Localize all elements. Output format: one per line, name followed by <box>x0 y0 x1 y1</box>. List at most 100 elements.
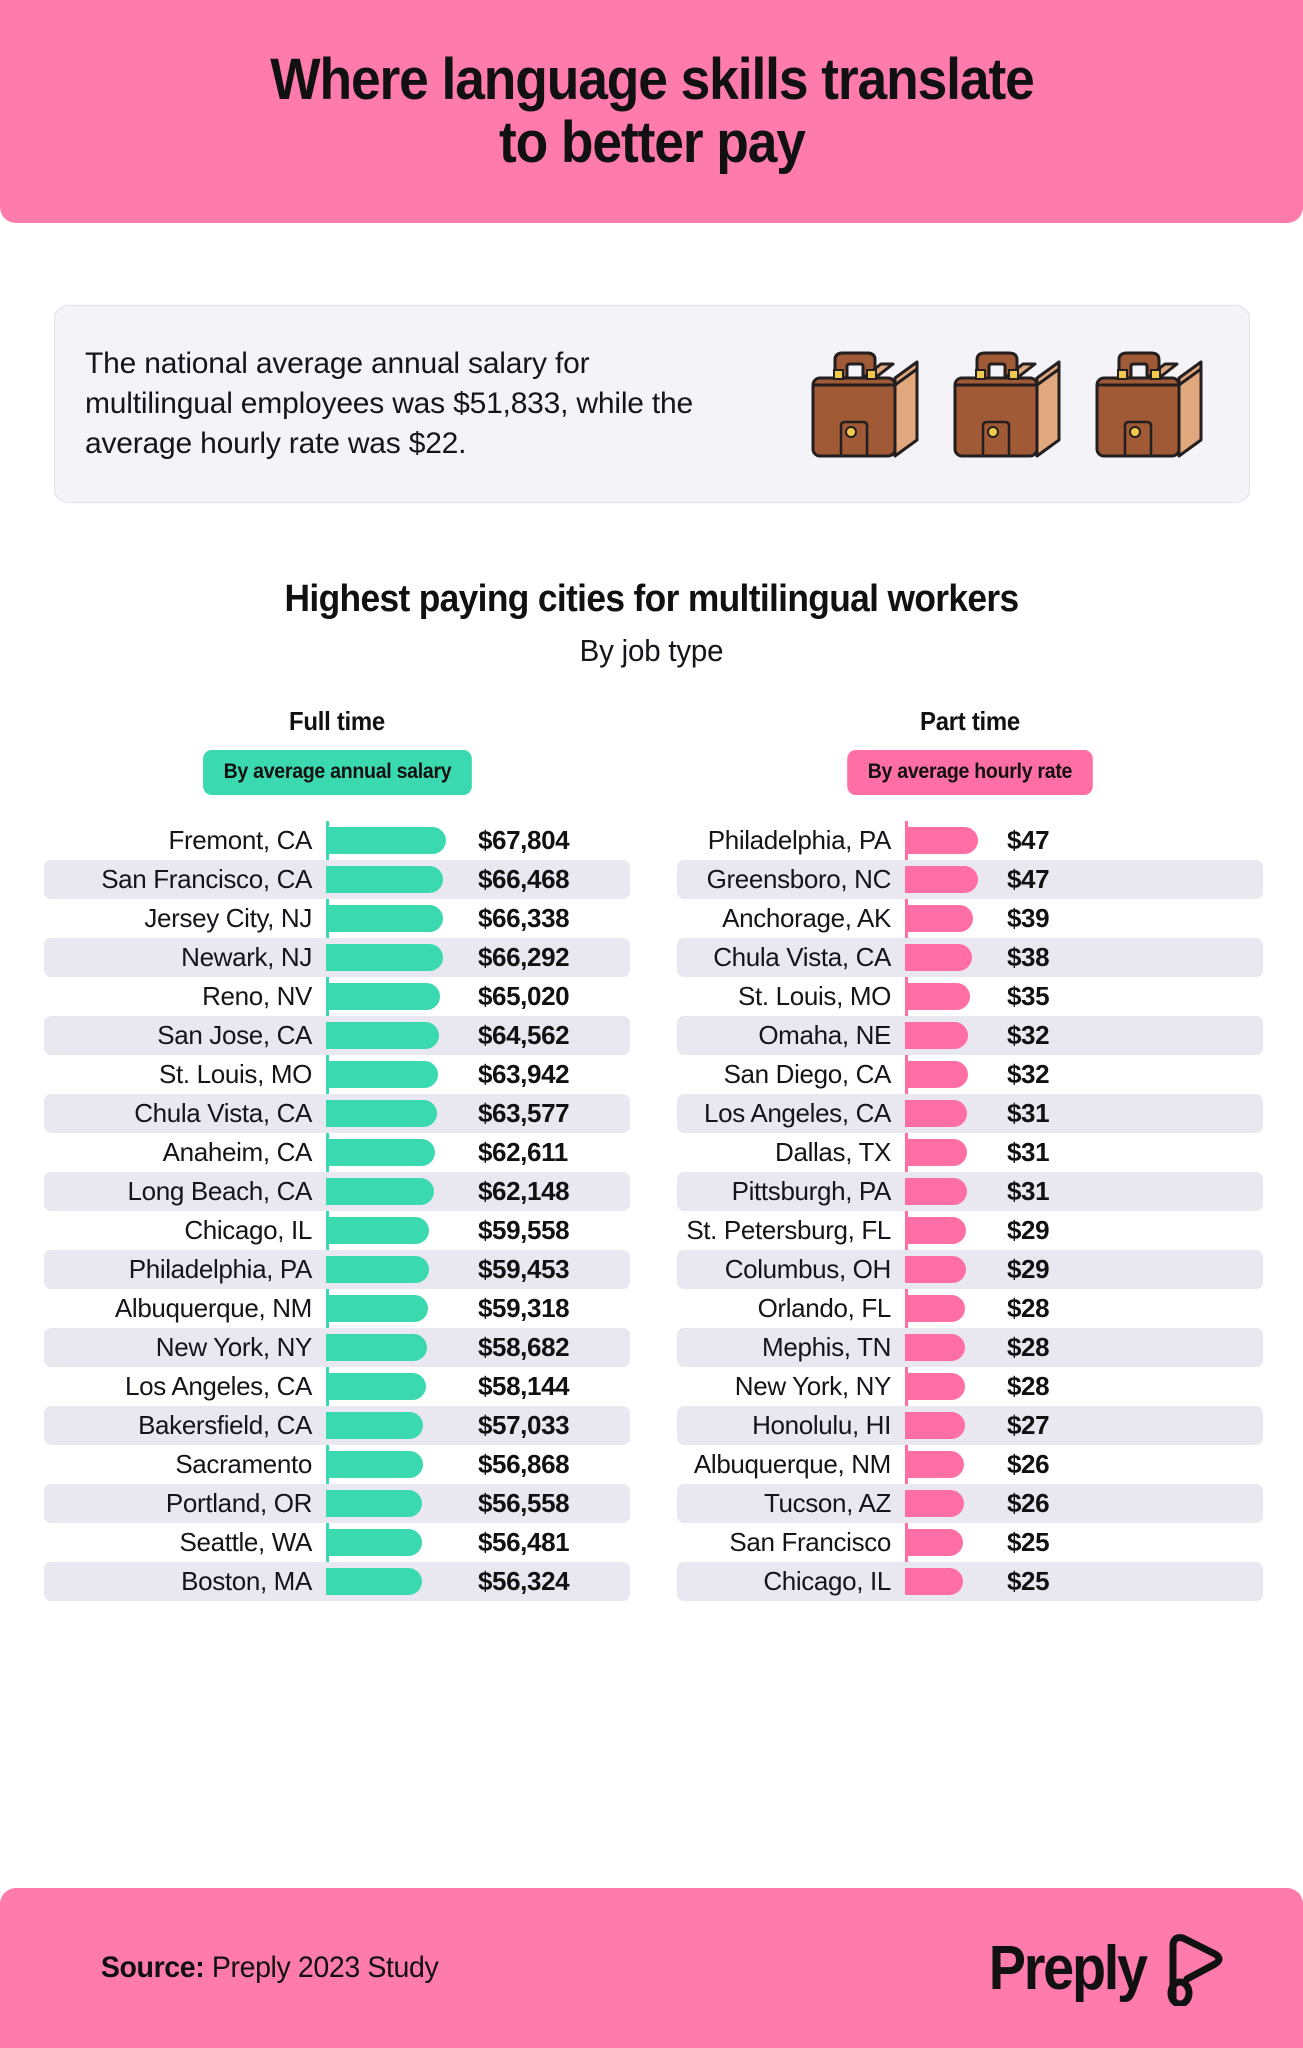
value-label: $62,148 <box>478 1176 570 1206</box>
table-row: San Jose, CA $64,562 <box>44 1016 630 1055</box>
city-label: Anchorage, AK <box>722 903 891 933</box>
table-row: Omaha, NE $32 <box>677 1016 1263 1055</box>
value-bar <box>326 1412 423 1439</box>
value-bar <box>326 1139 435 1166</box>
value-bar <box>905 1100 967 1127</box>
city-label: Chula Vista, CA <box>713 942 891 972</box>
city-label: Los Angeles, CA <box>704 1098 891 1128</box>
value-label: $31 <box>1007 1137 1050 1167</box>
city-label: Tucson, AZ <box>763 1488 891 1518</box>
value-bar <box>326 1061 438 1088</box>
table-row: New York, NY $58,682 <box>44 1328 630 1367</box>
value-label: $27 <box>1007 1410 1050 1440</box>
city-label: Honolulu, HI <box>752 1410 891 1440</box>
source-value: Preply 2023 Study <box>211 1951 439 1984</box>
value-bar <box>905 1334 965 1361</box>
stat-callout-box: The national average annual salary for m… <box>54 305 1250 503</box>
value-label: $31 <box>1007 1098 1050 1128</box>
briefcase-icon <box>811 351 919 458</box>
value-bar <box>326 1256 429 1283</box>
value-bar <box>905 1022 968 1049</box>
city-label: Jersey City, NJ <box>144 903 312 933</box>
value-bar <box>905 1295 965 1322</box>
table-row: Philadelphia, PA $59,453 <box>44 1250 630 1289</box>
value-bar <box>326 1100 437 1127</box>
value-bar <box>905 1061 968 1088</box>
value-label: $39 <box>1007 903 1050 933</box>
value-label: $28 <box>1007 1293 1050 1323</box>
brand-logo: Preply <box>980 1930 1225 2006</box>
table-row: Dallas, TX $31 <box>677 1133 1263 1172</box>
value-bar <box>905 1256 966 1283</box>
city-label: Chicago, IL <box>763 1566 891 1596</box>
city-label: Dallas, TX <box>775 1137 891 1167</box>
city-label: St. Petersburg, FL <box>686 1215 891 1245</box>
table-row: San Francisco $25 <box>677 1523 1263 1562</box>
value-label: $26 <box>1007 1488 1050 1518</box>
badge-average-annual-salary: By average annual salary <box>202 750 472 795</box>
city-label: Greensboro, NC <box>706 864 892 894</box>
section-subtitle: By job type <box>579 633 724 668</box>
chart-axis-line <box>905 821 908 1601</box>
value-bar <box>905 1451 964 1478</box>
chart-axis-line <box>326 821 329 1601</box>
value-bar <box>326 1568 422 1595</box>
value-label: $56,868 <box>478 1449 570 1479</box>
value-label: $65,020 <box>478 981 570 1011</box>
briefcase-illustration-group <box>805 340 1211 470</box>
value-label: $56,324 <box>478 1566 570 1596</box>
footer-banner: Source: Preply 2023 Study Preply <box>0 1888 1303 2048</box>
value-bar <box>326 983 440 1010</box>
value-bar <box>905 1412 965 1439</box>
table-row: Pittsburgh, PA $31 <box>677 1172 1263 1211</box>
table-row: Boston, MA $56,324 <box>44 1562 630 1601</box>
header-banner: Where language skills translate to bette… <box>0 0 1303 223</box>
table-row: Seattle, WA $56,481 <box>44 1523 630 1562</box>
value-label: $67,804 <box>478 825 570 855</box>
city-label: Philadelphia, PA <box>128 1254 313 1284</box>
value-label: $38 <box>1007 942 1050 972</box>
value-bar <box>326 1217 429 1244</box>
value-bar <box>905 866 978 893</box>
table-row: Orlando, FL $28 <box>677 1289 1263 1328</box>
value-bar <box>905 1373 965 1400</box>
city-label: Albuquerque, NM <box>693 1449 891 1479</box>
city-label: St. Louis, MO <box>159 1059 312 1089</box>
table-row: Fremont, CA $67,804 <box>44 821 630 860</box>
value-label: $47 <box>1007 825 1050 855</box>
table-row: Anaheim, CA $62,611 <box>44 1133 630 1172</box>
page-title-line2: to better pay <box>498 109 806 175</box>
value-label: $59,453 <box>478 1254 570 1284</box>
city-label: Portland, OR <box>165 1488 312 1518</box>
value-bar <box>905 1217 966 1244</box>
value-bar <box>326 905 443 932</box>
value-label: $25 <box>1007 1566 1050 1596</box>
value-bar <box>326 1178 434 1205</box>
city-label: Columbus, OH <box>724 1254 892 1284</box>
table-row: St. Louis, MO $35 <box>677 977 1263 1016</box>
table-row: Portland, OR $56,558 <box>44 1484 630 1523</box>
table-row: Tucson, AZ $26 <box>677 1484 1263 1523</box>
table-row: St. Louis, MO $63,942 <box>44 1055 630 1094</box>
table-row: Chula Vista, CA $38 <box>677 938 1263 977</box>
value-label: $32 <box>1007 1059 1050 1089</box>
city-label: Chicago, IL <box>184 1215 312 1245</box>
city-label: San Francisco <box>729 1527 891 1557</box>
city-label: San Jose, CA <box>157 1020 312 1050</box>
value-label: $66,338 <box>478 903 570 933</box>
city-label: Pittsburgh, PA <box>731 1176 892 1206</box>
value-bar <box>905 983 970 1010</box>
table-row: Reno, NV $65,020 <box>44 977 630 1016</box>
table-row: Jersey City, NJ $66,338 <box>44 899 630 938</box>
table-row: Chula Vista, CA $63,577 <box>44 1094 630 1133</box>
value-bar <box>326 1529 422 1556</box>
table-row: Newark, NJ $66,292 <box>44 938 630 977</box>
page-title: Where language skills translate to bette… <box>269 47 1035 175</box>
table-row: Albuquerque, NM $26 <box>677 1445 1263 1484</box>
table-row: New York, NY $28 <box>677 1367 1263 1406</box>
page-title-line1: Where language skills translate <box>269 47 1035 113</box>
value-bar <box>326 866 443 893</box>
table-row: Sacramento $56,868 <box>44 1445 630 1484</box>
value-label: $66,468 <box>478 864 570 894</box>
value-bar <box>905 905 973 932</box>
